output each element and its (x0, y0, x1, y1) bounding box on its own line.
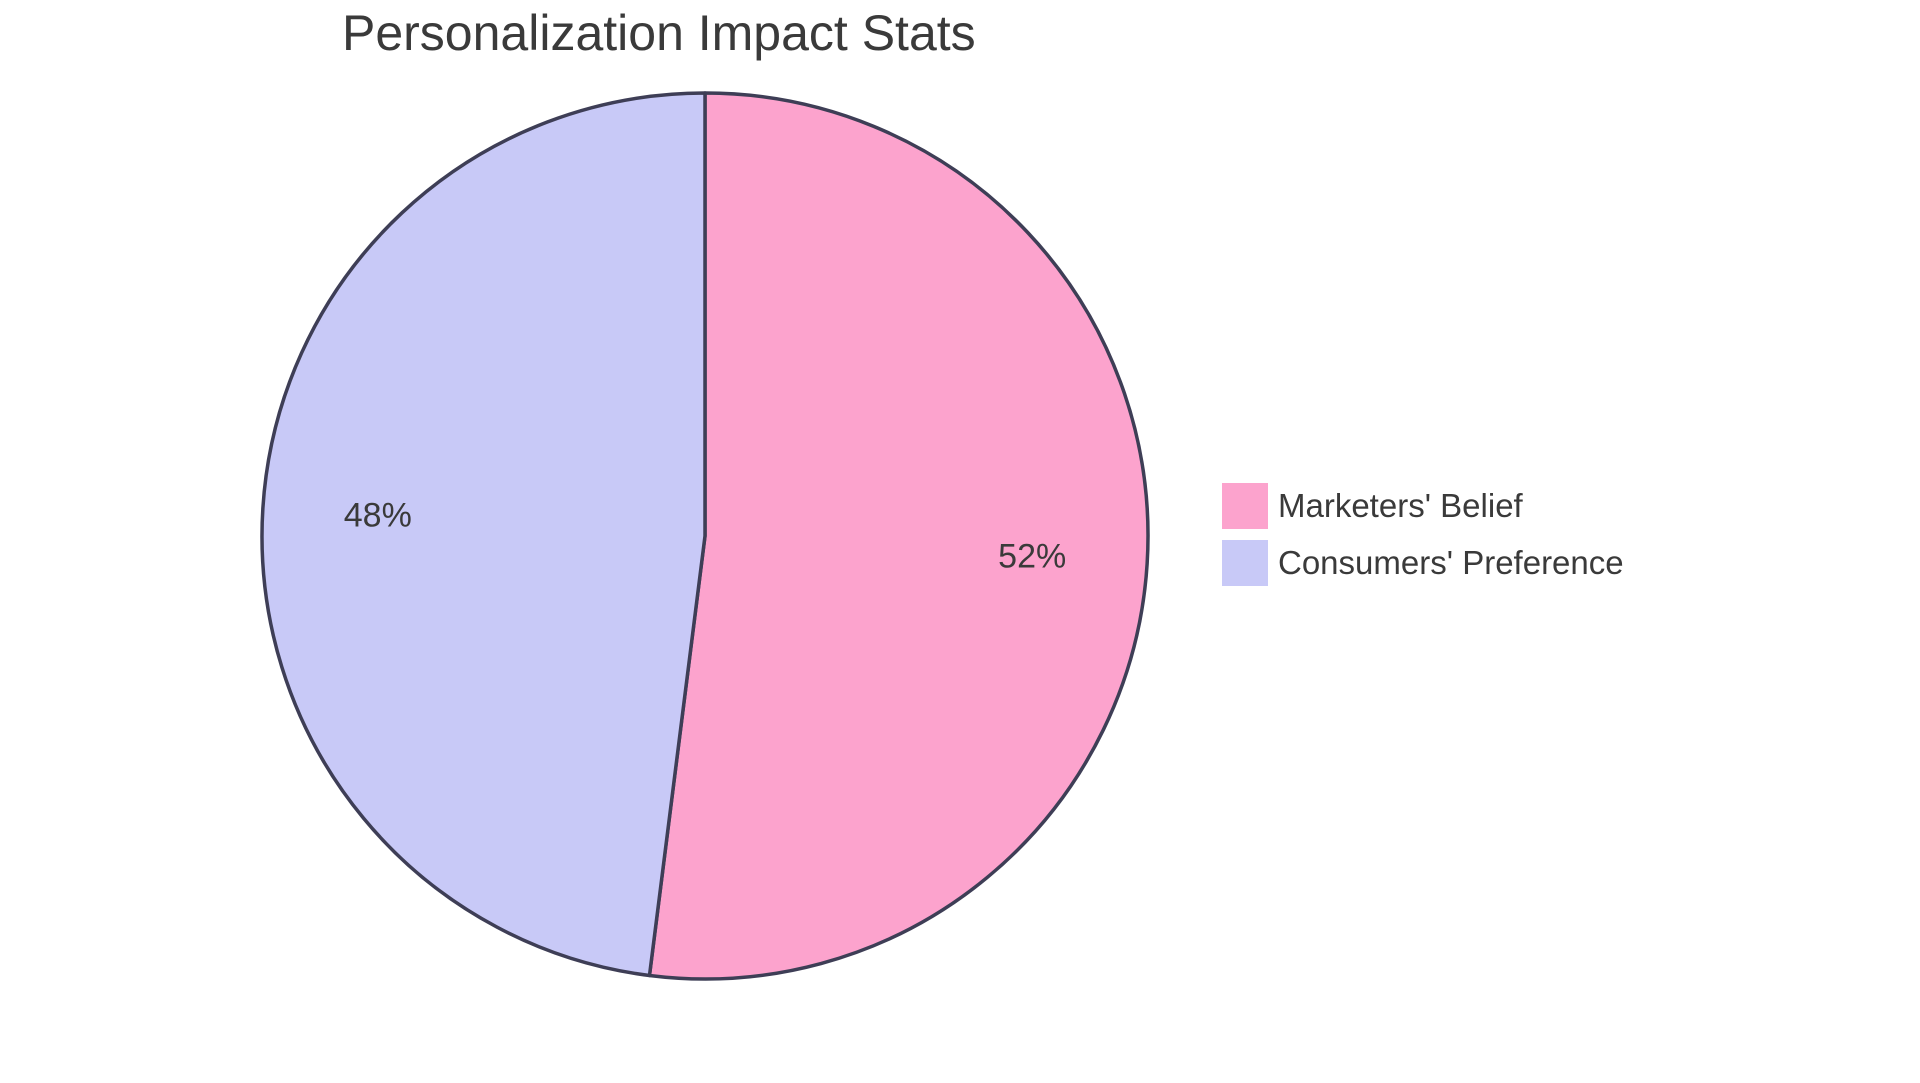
legend-item-consumers-preference[interactable]: Consumers' Preference (1222, 540, 1624, 586)
slice-percent-label-marketers-belief: 52% (998, 538, 1066, 576)
pie-slice-consumers-preference[interactable] (260, 91, 707, 978)
pie-slice-marketers-belief[interactable] (647, 91, 1150, 981)
legend-label-consumers-preference: Consumers' Preference (1278, 544, 1624, 581)
chart-title: Personalization Impact Stats (342, 5, 976, 61)
legend-swatch-marketers-belief (1222, 483, 1268, 529)
legend-item-marketers-belief[interactable]: Marketers' Belief (1222, 483, 1624, 529)
legend-label-marketers-belief: Marketers' Belief (1278, 487, 1523, 524)
chart-legend: Marketers' Belief Consumers' Preference (1222, 483, 1624, 586)
legend-swatch-consumers-preference (1222, 540, 1268, 586)
slice-percent-label-consumers-preference: 48% (344, 496, 412, 534)
